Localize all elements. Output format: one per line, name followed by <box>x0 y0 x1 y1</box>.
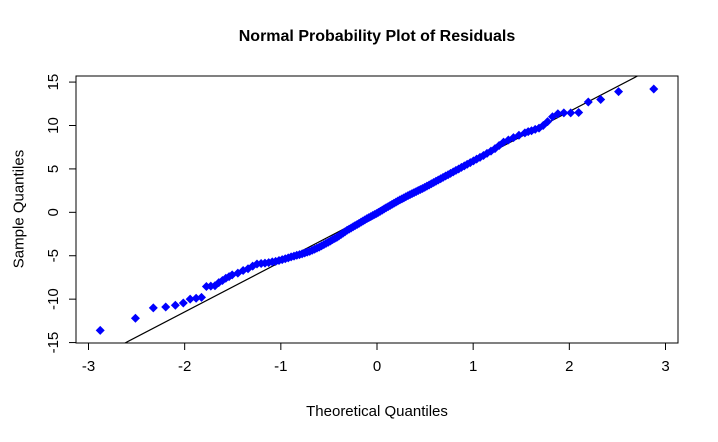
y-tick-label: 5 <box>45 165 62 173</box>
x-tick-label: -2 <box>178 358 191 375</box>
data-point <box>161 302 171 312</box>
data-point <box>614 87 624 97</box>
data-point <box>596 94 606 104</box>
data-point <box>559 108 569 118</box>
data-point <box>583 97 593 107</box>
data-point <box>566 108 576 118</box>
data-point <box>574 107 584 117</box>
x-tick-label: -1 <box>274 358 287 375</box>
y-tick-label: -15 <box>45 332 62 354</box>
y-tick-label: 10 <box>45 117 62 134</box>
chart-title: Normal Probability Plot of Residuals <box>238 28 516 45</box>
data-point <box>553 109 563 119</box>
data-point <box>191 293 201 303</box>
x-tick-label: 2 <box>565 358 573 375</box>
y-axis-label: Sample Quantiles <box>10 149 28 269</box>
data-point <box>649 84 659 94</box>
data-point <box>95 325 105 335</box>
y-tick-label: 0 <box>45 208 62 216</box>
x-tick-label: 1 <box>469 358 477 375</box>
y-tick-label: -5 <box>45 249 62 262</box>
data-point <box>130 313 140 323</box>
x-tick-label: 3 <box>661 358 669 375</box>
data-point <box>185 294 195 304</box>
y-tick-label: -10 <box>45 288 62 310</box>
x-tick-label: 0 <box>373 358 381 375</box>
data-point <box>148 303 158 313</box>
data-point <box>543 117 553 127</box>
y-tick-label: 15 <box>45 74 62 91</box>
data-point <box>196 292 206 302</box>
data-point <box>178 298 188 308</box>
x-tick-label: -3 <box>82 358 95 375</box>
data-point <box>170 300 180 310</box>
x-axis-label: Theoretical Quantiles <box>306 403 448 420</box>
